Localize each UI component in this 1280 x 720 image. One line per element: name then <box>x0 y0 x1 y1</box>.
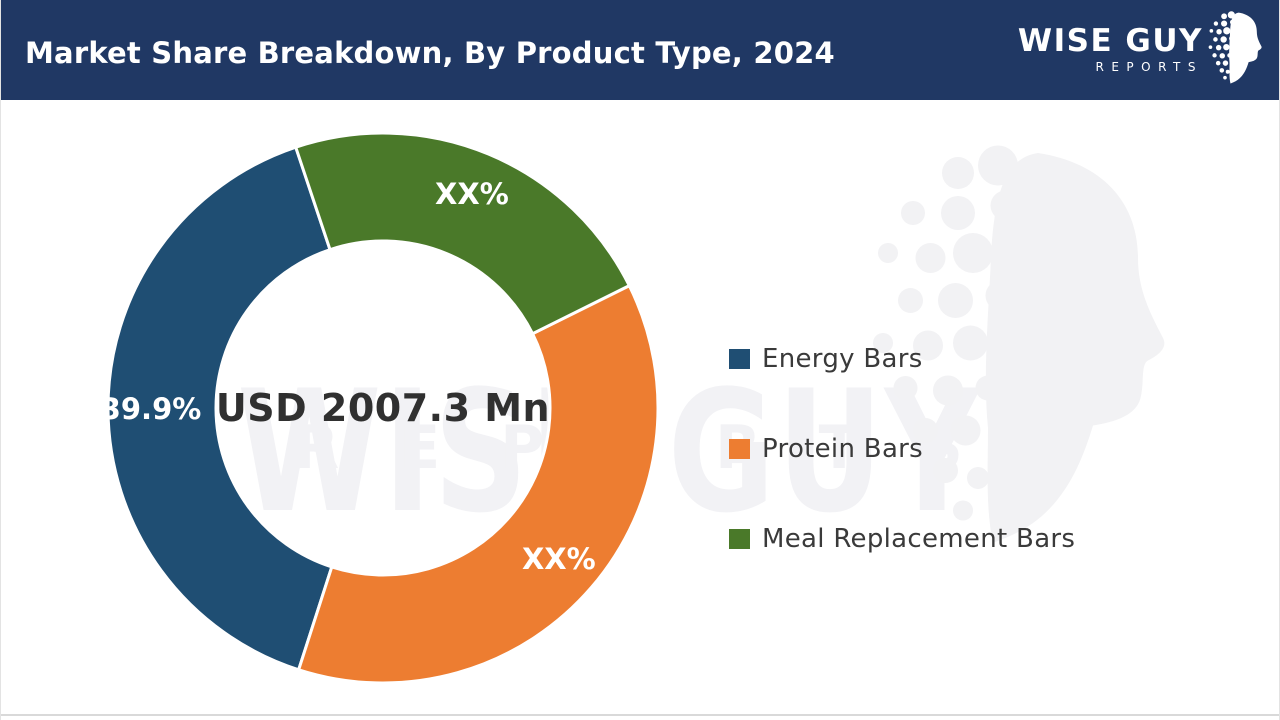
legend-swatch-meal-replacement-bars <box>729 529 750 549</box>
wiseguy-logo: WISE GUY REPORTS <box>1018 8 1265 90</box>
segment-percent-label: XX% <box>521 542 596 577</box>
header: Market Share Breakdown, By Product Type,… <box>1 0 1279 100</box>
legend-label: Energy Bars <box>762 344 923 374</box>
face-profile-logo-icon <box>1208 11 1262 84</box>
legend-item-meal-replacement-bars: Meal Replacement Bars <box>729 524 1075 554</box>
page-title: Market Share Breakdown, By Product Type,… <box>25 36 835 70</box>
segment-percent-label: 39.9% <box>100 392 202 427</box>
legend-label: Protein Bars <box>762 434 924 464</box>
logo-subtitle: REPORTS <box>1095 59 1203 74</box>
legend-swatch-energy-bars <box>729 349 750 369</box>
bottom-divider <box>1 714 1279 716</box>
logo-wordmark: WISE GUY <box>1017 23 1203 60</box>
chart-area: WISE GUY REPORTS USD 2007.3 Mn Energy Ba… <box>1 100 1279 716</box>
legend-item-protein-bars: Protein Bars <box>729 434 1075 464</box>
legend-swatch-protein-bars <box>729 439 750 459</box>
segment-percent-label: XX% <box>435 176 509 211</box>
legend-label: Meal Replacement Bars <box>762 524 1076 554</box>
legend: Energy Bars Protein Bars Meal Replacemen… <box>729 344 1075 614</box>
legend-item-energy-bars: Energy Bars <box>729 344 1075 374</box>
donut-segment <box>293 131 632 336</box>
logo-text: WISE GUY REPORTS <box>1018 24 1203 73</box>
chart-center-value: USD 2007.3 Mn <box>215 386 551 430</box>
